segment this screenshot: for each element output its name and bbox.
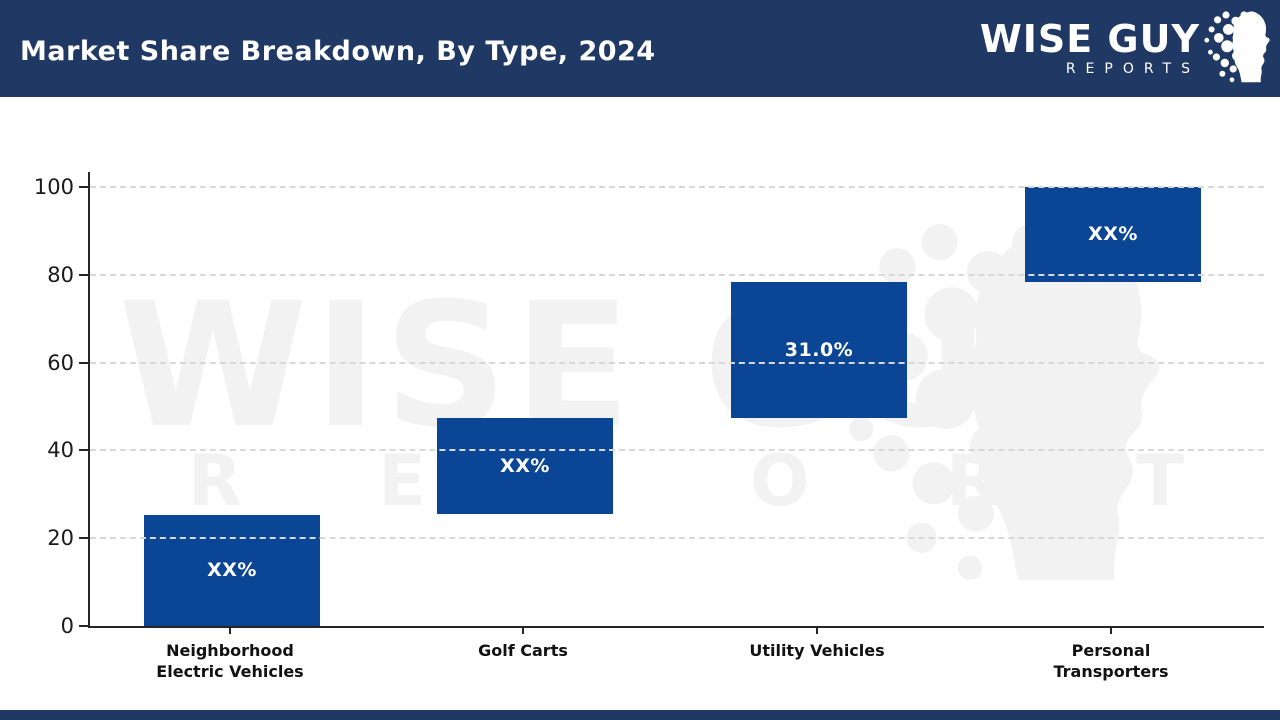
footer-bar [0,710,1280,720]
bar-value-label: XX% [207,559,257,582]
y-tick-label: 0 [60,614,74,638]
x-category-label: Golf Carts [478,641,568,660]
bar-segment: XX% [1025,187,1201,282]
bar-value-label: XX% [1088,223,1138,246]
x-category-label: Neighborhood Electric Vehicles [156,641,304,681]
y-tick-label: 80 [47,262,74,287]
x-tick-mark [229,628,231,634]
y-tick-mark [79,449,88,452]
brand-name-label: WISE GUY [979,16,1200,61]
x-tick-mark [1110,628,1112,634]
gridline [90,449,1264,452]
x-tick-mark [522,628,524,634]
bar-segment: XX% [144,514,320,626]
brand-reports-label: REPORTS [1065,60,1200,77]
y-tick-mark [79,625,88,627]
y-tick-mark [79,537,88,540]
x-category-label: Personal Transporters [1053,641,1169,681]
bar-segment: 31.0% [731,281,907,418]
brand-face-icon [1202,8,1274,88]
y-tick-label: 60 [47,350,74,375]
gridline [90,361,1264,364]
bar-value-label: XX% [500,454,550,477]
brand-logo: WISE GUY REPORTS [980,8,1274,88]
y-tick-label: 20 [47,526,74,551]
bar-segment: XX% [437,417,613,515]
header-bar: Market Share Breakdown, By Type, 2024 WI… [0,0,1280,97]
y-tick-mark [79,361,88,364]
y-tick-label: 40 [47,438,74,463]
y-tick-label: 100 [33,175,74,199]
brand-logo-text: WISE GUY REPORTS [980,20,1200,77]
x-tick-mark [816,628,818,634]
bar-value-label: 31.0% [784,338,854,361]
page-title: Market Share Breakdown, By Type, 2024 [20,36,656,67]
plot-area: XX% XX% 31.0% XX% [88,172,1264,628]
gridline [90,537,1264,540]
y-tick-mark [79,186,88,188]
x-category-label: Utility Vehicles [749,641,885,660]
gridline [90,273,1264,276]
gridline [90,186,1264,188]
y-tick-mark [79,273,88,276]
